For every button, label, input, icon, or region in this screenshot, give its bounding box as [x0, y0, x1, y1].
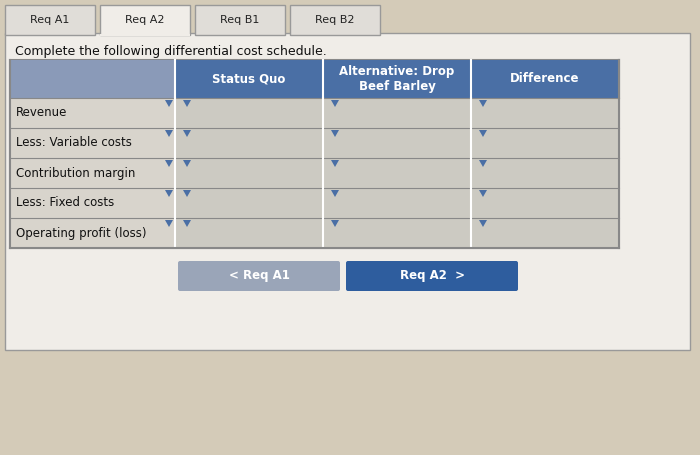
Polygon shape [331, 190, 339, 197]
Bar [10, 60, 619, 248]
Bar [10, 158, 175, 188]
Bar [471, 98, 619, 128]
Bar [323, 98, 471, 128]
Polygon shape [331, 220, 339, 227]
Polygon shape [479, 190, 487, 197]
Bar [10, 60, 175, 98]
Polygon shape [479, 100, 487, 107]
Text: Complete the following differential cost schedule.: Complete the following differential cost… [15, 45, 327, 57]
Text: Req A2  >: Req A2 > [400, 269, 465, 283]
Bar [100, 34, 190, 36]
Bar [471, 218, 619, 248]
Polygon shape [479, 220, 487, 227]
Text: Revenue: Revenue [16, 106, 67, 120]
Bar [5, 33, 690, 350]
Bar [175, 60, 323, 98]
Text: Less: Fixed costs: Less: Fixed costs [16, 197, 114, 209]
FancyBboxPatch shape [178, 261, 340, 291]
Polygon shape [331, 130, 339, 137]
Polygon shape [165, 190, 173, 197]
Text: Contribution margin: Contribution margin [16, 167, 135, 180]
Polygon shape [165, 130, 173, 137]
Bar [175, 218, 323, 248]
Text: Req A1: Req A1 [30, 15, 70, 25]
Polygon shape [479, 130, 487, 137]
Bar [323, 218, 471, 248]
Text: Operating profit (loss): Operating profit (loss) [16, 227, 146, 239]
Polygon shape [183, 190, 191, 197]
FancyBboxPatch shape [195, 5, 285, 35]
Bar [471, 158, 619, 188]
FancyBboxPatch shape [290, 5, 380, 35]
Bar [10, 98, 175, 128]
FancyBboxPatch shape [100, 5, 190, 35]
Text: Alternative: Drop
Beef Barley: Alternative: Drop Beef Barley [340, 65, 454, 93]
FancyBboxPatch shape [5, 5, 95, 35]
Text: Less: Variable costs: Less: Variable costs [16, 136, 132, 150]
Text: Status Quo: Status Quo [212, 72, 286, 86]
Text: Req B1: Req B1 [220, 15, 260, 25]
Polygon shape [165, 220, 173, 227]
Polygon shape [165, 100, 173, 107]
Polygon shape [165, 160, 173, 167]
Polygon shape [183, 100, 191, 107]
Text: Difference: Difference [510, 72, 580, 86]
Bar [323, 158, 471, 188]
Polygon shape [331, 160, 339, 167]
Polygon shape [183, 160, 191, 167]
Text: Req A2: Req A2 [125, 15, 164, 25]
Polygon shape [331, 100, 339, 107]
Bar [323, 60, 471, 98]
Bar [471, 188, 619, 218]
Polygon shape [479, 160, 487, 167]
Bar [10, 128, 175, 158]
Polygon shape [183, 220, 191, 227]
Bar [323, 128, 471, 158]
Bar [10, 218, 175, 248]
Polygon shape [183, 130, 191, 137]
Text: Req B2: Req B2 [315, 15, 355, 25]
FancyBboxPatch shape [346, 261, 518, 291]
Bar [323, 188, 471, 218]
Bar [10, 188, 175, 218]
Text: < Req A1: < Req A1 [229, 269, 289, 283]
Bar [175, 98, 323, 128]
Bar [175, 128, 323, 158]
Bar [471, 128, 619, 158]
Bar [175, 188, 323, 218]
Bar [471, 60, 619, 98]
Bar [175, 158, 323, 188]
